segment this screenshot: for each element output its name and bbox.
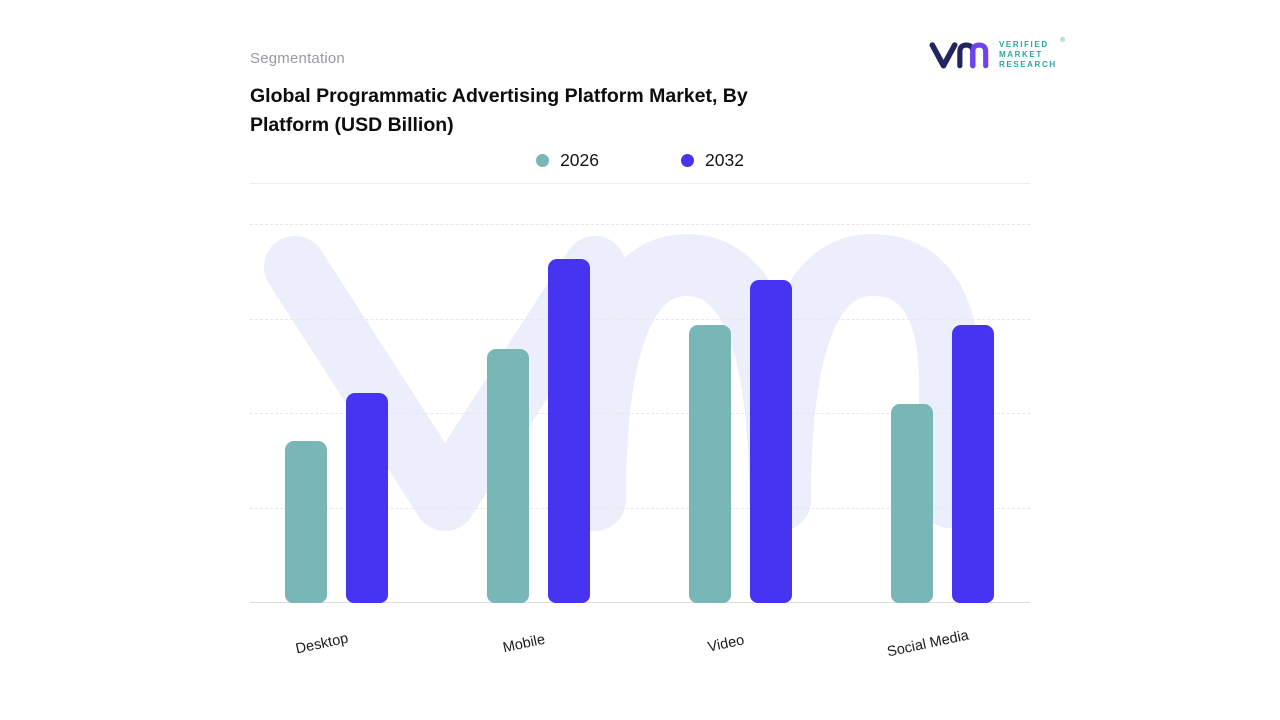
vmr-logo-text: VERIFIED MARKET RESEARCH ® (999, 37, 1065, 69)
registered-mark: ® (1060, 37, 1065, 44)
bar-group-desktop (285, 393, 388, 603)
bar-2032-video (750, 280, 792, 603)
vmr-logo-line1: VERIFIED (999, 39, 1049, 49)
legend-dot (536, 154, 550, 167)
gridline (250, 318, 1030, 320)
x-axis-label-social-media: Social Media (885, 627, 970, 661)
legend-label: 2026 (560, 150, 599, 170)
legend-item-2032: 2032 (681, 150, 744, 171)
gridline (250, 413, 1030, 414)
bar-group-video (689, 280, 792, 603)
vmr-logo-line3: RESEARCH (999, 59, 1057, 69)
page-title-line1: Global Programmatic Advertising Platform… (250, 85, 748, 107)
legend-dot (681, 154, 694, 167)
plot-area (250, 224, 1030, 603)
bar-group-mobile (487, 259, 590, 603)
eyebrow-segmentation: Segmentation (250, 50, 345, 67)
x-axis-label-desktop: Desktop (293, 630, 350, 658)
bar-2032-social-media (952, 325, 994, 603)
x-axis-baseline (250, 602, 1030, 603)
x-axis-label-mobile: Mobile (500, 631, 547, 657)
vmr-logo-icon (929, 42, 989, 69)
x-axis-label-video: Video (705, 632, 746, 656)
bar-2032-mobile (548, 259, 590, 603)
vmr-logo: VERIFIED MARKET RESEARCH ® (928, 38, 1065, 71)
header-divider (250, 183, 1030, 184)
bar-group-social-media (891, 325, 994, 603)
bar-2026-mobile (487, 349, 529, 603)
vmr-logo-line2: MARKET (999, 49, 1043, 59)
page-title-line2: Platform (USD Billion) (250, 114, 454, 136)
bar-2026-video (689, 325, 731, 603)
gridline (250, 224, 1030, 225)
page-title: Global Programmatic Advertising Platform… (250, 82, 890, 140)
legend-label: 2032 (705, 150, 744, 170)
bar-2026-desktop (285, 441, 327, 603)
legend-item-2026: 2026 (536, 150, 599, 171)
legend: 2026 2032 (250, 150, 1030, 171)
x-axis-labels: Desktop Mobile Video Social Media (250, 612, 1030, 692)
gridline (250, 507, 1030, 509)
bar-2026-social-media (891, 404, 933, 603)
bar-2032-desktop (346, 393, 388, 603)
